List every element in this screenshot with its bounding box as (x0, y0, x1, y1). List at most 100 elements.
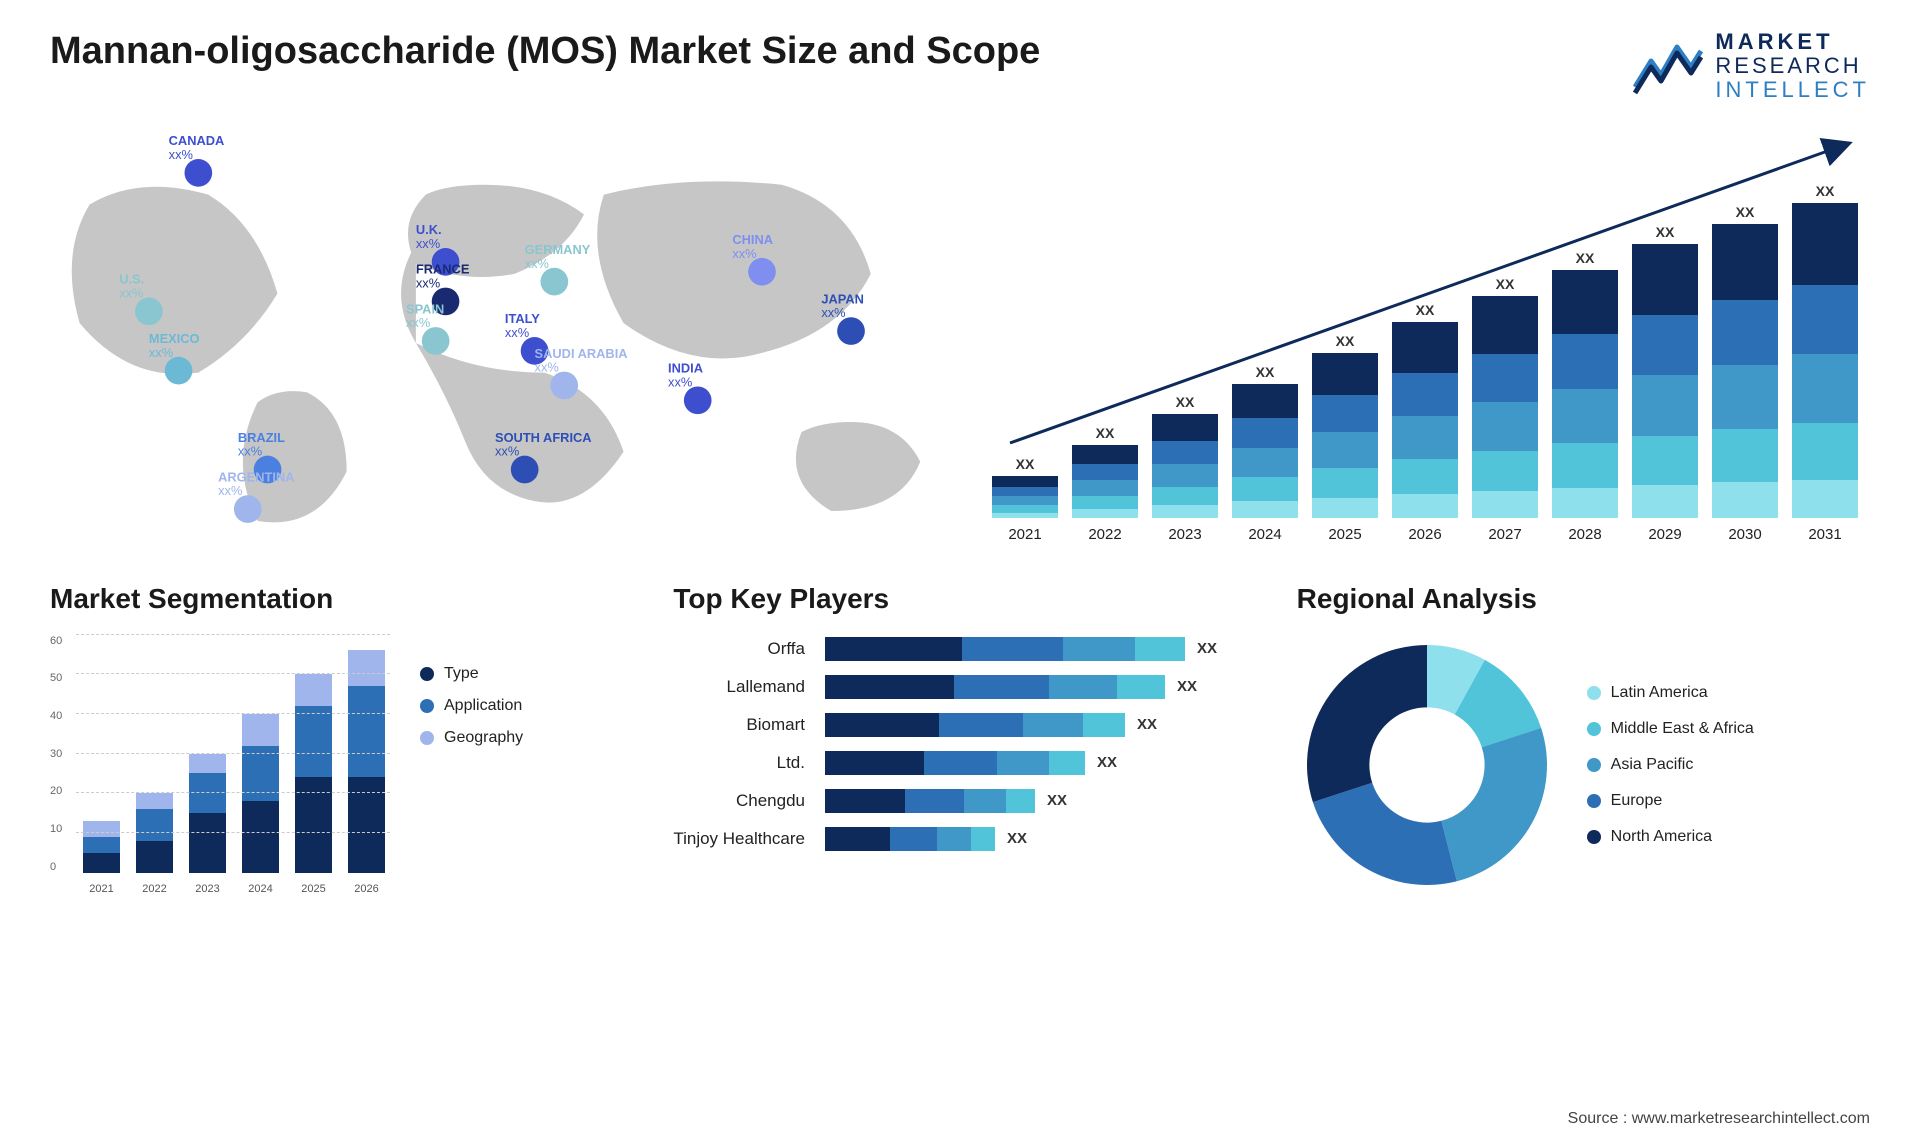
growth-bar-value: XX (1256, 364, 1275, 380)
legend-swatch (1587, 722, 1601, 736)
seg-legend-item: Type (420, 665, 523, 683)
source-attribution: Source : www.marketresearchintellect.com (1568, 1110, 1870, 1128)
seg-ytick: 60 (50, 635, 76, 647)
seg-bar (184, 754, 231, 873)
growth-bar-year: 2031 (1808, 526, 1841, 543)
legend-swatch (420, 699, 434, 713)
key-player-row: XX (825, 751, 1247, 775)
map-label: CANADAxx% (169, 133, 225, 162)
regional-legend: Latin AmericaMiddle East & AfricaAsia Pa… (1587, 684, 1754, 846)
growth-bar-value: XX (1176, 394, 1195, 410)
regional-legend-item: Asia Pacific (1587, 756, 1754, 774)
regional-legend-item: Europe (1587, 792, 1754, 810)
growth-bar-year: 2022 (1088, 526, 1121, 543)
segmentation-title: Market Segmentation (50, 583, 623, 615)
seg-bar (78, 821, 125, 873)
brand-logo: MARKET RESEARCH INTELLECT (1633, 30, 1870, 103)
legend-label: North America (1611, 828, 1712, 846)
map-label: INDIAxx% (668, 360, 703, 389)
regional-legend-item: North America (1587, 828, 1754, 846)
growth-bar: XX2024 (1228, 364, 1302, 543)
segmentation-chart: 0102030405060 202120222023202420252026 (50, 635, 390, 895)
growth-bar-value: XX (1416, 302, 1435, 318)
legend-swatch (1587, 758, 1601, 772)
seg-ytick: 40 (50, 710, 76, 722)
growth-bar: XX 2028 (1548, 250, 1622, 542)
seg-bar (290, 674, 337, 872)
regional-title: Regional Analysis (1297, 583, 1870, 615)
key-player-label: Lallemand (727, 677, 805, 697)
seg-xtick: 2022 (131, 883, 178, 895)
regional-donut-chart (1297, 635, 1557, 895)
key-player-value: XX (1047, 792, 1067, 809)
seg-xtick: 2026 (343, 883, 390, 895)
growth-bar: XX 2022 (1068, 425, 1142, 542)
page-title: Mannan-oligosaccharide (MOS) Market Size… (50, 30, 1040, 73)
key-players-panel: Top Key Players OrffaLallemandBiomartLtd… (673, 583, 1246, 895)
regional-legend-item: Middle East & Africa (1587, 720, 1754, 738)
world-map: CANADAxx%U.S.xx%MEXICOxx%BRAZILxx%ARGENT… (50, 133, 940, 543)
key-player-label: Orffa (768, 639, 805, 659)
seg-bar (131, 793, 178, 872)
key-player-row: XX (825, 637, 1247, 661)
seg-xtick: 2021 (78, 883, 125, 895)
growth-bar-year: 2030 (1728, 526, 1761, 543)
segmentation-panel: Market Segmentation 0102030405060 202120… (50, 583, 623, 895)
world-map-panel: CANADAxx%U.S.xx%MEXICOxx%BRAZILxx%ARGENT… (50, 133, 940, 543)
seg-bar (237, 714, 284, 873)
growth-bar: XX 2025 (1308, 333, 1382, 543)
seg-ytick: 0 (50, 861, 76, 873)
legend-swatch (1587, 794, 1601, 808)
key-player-row: XX (825, 827, 1247, 851)
donut-slice (1313, 782, 1457, 884)
growth-bar: XX2021 (988, 456, 1062, 542)
seg-bar (343, 650, 390, 872)
seg-ytick: 50 (50, 672, 76, 684)
donut-slice (1441, 727, 1547, 880)
logo-text-2: RESEARCH (1715, 54, 1870, 78)
map-label: ITALYxx% (505, 311, 540, 340)
key-player-row: XX (825, 713, 1247, 737)
growth-bar-value: XX (1816, 183, 1835, 199)
growth-bar-value: XX (1576, 250, 1595, 266)
growth-bar-year: 2021 (1008, 526, 1041, 543)
growth-bar-value: XX (1336, 333, 1355, 349)
seg-legend-item: Application (420, 697, 523, 715)
map-label: U.K.xx% (416, 222, 442, 251)
legend-label: Europe (1611, 792, 1663, 810)
key-players-bars: XX XX XX XX XX XX (825, 635, 1247, 851)
growth-bar-value: XX (1096, 425, 1115, 441)
legend-label: Type (444, 665, 479, 683)
growth-chart-panel: XX2021XX2022XX2023XX2024XX2025XX2026XX20… (980, 133, 1870, 543)
key-players-labels: OrffaLallemandBiomartLtd.ChengduTinjoy H… (673, 635, 805, 851)
key-player-label: Ltd. (777, 753, 805, 773)
legend-swatch (1587, 686, 1601, 700)
growth-bar-year: 2025 (1328, 526, 1361, 543)
key-player-value: XX (1137, 716, 1157, 733)
map-label: U.S.xx% (119, 271, 144, 300)
growth-bar-value: XX (1496, 276, 1515, 292)
seg-xtick: 2024 (237, 883, 284, 895)
map-label: FRANCExx% (416, 261, 470, 290)
seg-ytick: 10 (50, 823, 76, 835)
key-player-value: XX (1007, 830, 1027, 847)
growth-bar: XX 2027 (1468, 276, 1542, 543)
growth-bar: XX2030 (1708, 204, 1782, 543)
legend-label: Asia Pacific (1611, 756, 1694, 774)
map-label: SPAINxx% (406, 301, 444, 330)
key-players-title: Top Key Players (673, 583, 1246, 615)
key-player-row: XX (825, 675, 1247, 699)
legend-swatch (1587, 830, 1601, 844)
map-label: SAUDI ARABIAxx% (535, 345, 628, 374)
key-player-value: XX (1177, 678, 1197, 695)
growth-bar: XX 2023 (1148, 394, 1222, 542)
growth-bar-year: 2027 (1488, 526, 1521, 543)
key-player-value: XX (1097, 754, 1117, 771)
legend-label: Geography (444, 729, 523, 747)
segmentation-legend: Type Application Geography (420, 635, 523, 895)
regional-panel: Regional Analysis Latin AmericaMiddle Ea… (1297, 583, 1870, 895)
logo-text-3: INTELLECT (1715, 78, 1870, 102)
growth-bar-value: XX (1656, 224, 1675, 240)
growth-bar-year: 2023 (1168, 526, 1201, 543)
growth-bar-year: 2028 (1568, 526, 1601, 543)
